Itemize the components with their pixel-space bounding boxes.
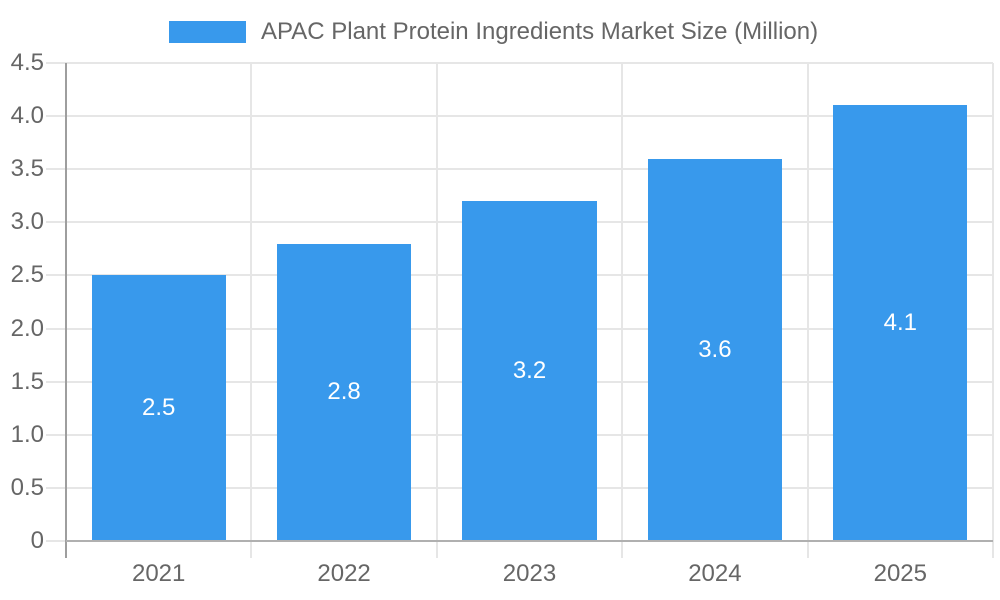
y-axis-label: 1.0: [10, 420, 44, 448]
bar-2025: [833, 105, 968, 541]
x-axis-label: 2023: [502, 560, 557, 587]
bar-2024: [647, 158, 782, 541]
x-tick: [621, 541, 624, 558]
x-boundary-gridline: [806, 63, 809, 541]
y-axis-label: 3.0: [10, 208, 44, 236]
x-tick: [806, 541, 809, 558]
y-axis-label: 4.0: [10, 102, 44, 130]
x-tick: [435, 541, 438, 558]
y-axis-label: 1.5: [10, 367, 44, 395]
y-axis-label: 2.5: [10, 261, 44, 289]
x-boundary-gridline: [250, 63, 253, 541]
y-tick: [46, 380, 66, 383]
x-axis-line: [66, 540, 993, 542]
x-boundary-gridline: [992, 63, 994, 541]
x-boundary-gridline: [435, 63, 438, 541]
y-tick: [46, 62, 66, 64]
bar-2021: [91, 275, 226, 541]
y-tick: [46, 540, 66, 542]
x-axis-label: 2024: [688, 560, 742, 587]
y-gridline: [66, 62, 993, 64]
y-gridline: [66, 168, 993, 171]
legend-swatch: [169, 21, 246, 43]
bar-value-label: 2.5: [142, 394, 176, 422]
x-axis-label: 2022: [317, 560, 371, 587]
x-tick: [250, 541, 253, 558]
y-tick: [46, 433, 66, 436]
bar-2022: [277, 243, 412, 541]
legend-label: APAC Plant Protein Ingredients Market Si…: [261, 18, 819, 45]
y-axis-label: 3.5: [10, 155, 44, 183]
y-tick: [46, 274, 66, 277]
y-tick: [46, 115, 66, 118]
x-tick: [992, 541, 994, 558]
bar-value-label: 2.8: [327, 378, 361, 406]
y-axis-line: [65, 63, 67, 558]
x-axis-label: 2025: [873, 560, 927, 587]
x-axis-label: 2021: [131, 560, 186, 587]
y-axis-label: 0: [30, 527, 44, 554]
x-boundary-gridline: [621, 63, 624, 541]
y-gridline: [66, 115, 993, 118]
y-tick: [46, 221, 66, 224]
y-tick: [46, 486, 66, 489]
bar-value-label: 4.1: [883, 309, 917, 337]
bar-value-label: 3.6: [698, 335, 732, 363]
y-axis-label: 2.0: [10, 314, 44, 342]
bar-2023: [462, 201, 597, 541]
y-axis-label: 4.5: [10, 49, 44, 76]
y-tick: [46, 327, 66, 330]
bar-value-label: 3.2: [512, 357, 547, 385]
y-tick: [46, 168, 66, 171]
y-axis-label: 0.5: [10, 473, 44, 501]
